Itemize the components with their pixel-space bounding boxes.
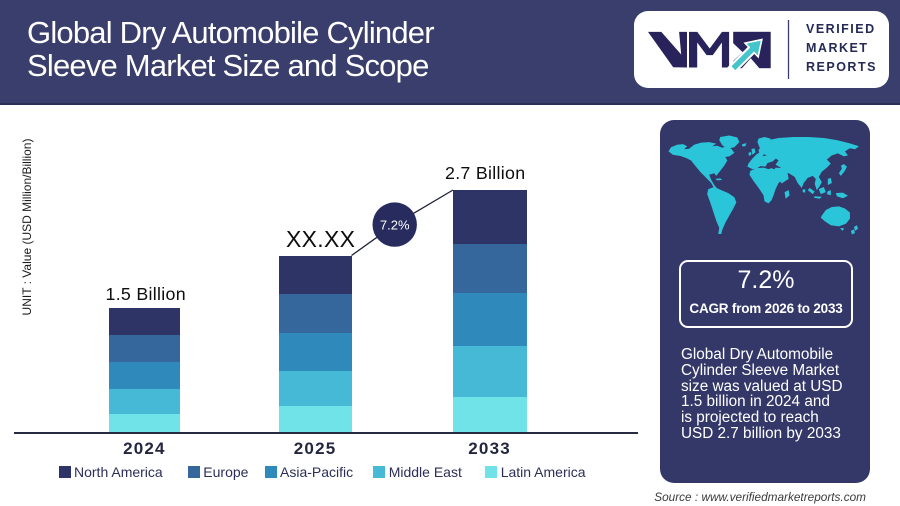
- svg-text:7.2%: 7.2%: [380, 218, 410, 233]
